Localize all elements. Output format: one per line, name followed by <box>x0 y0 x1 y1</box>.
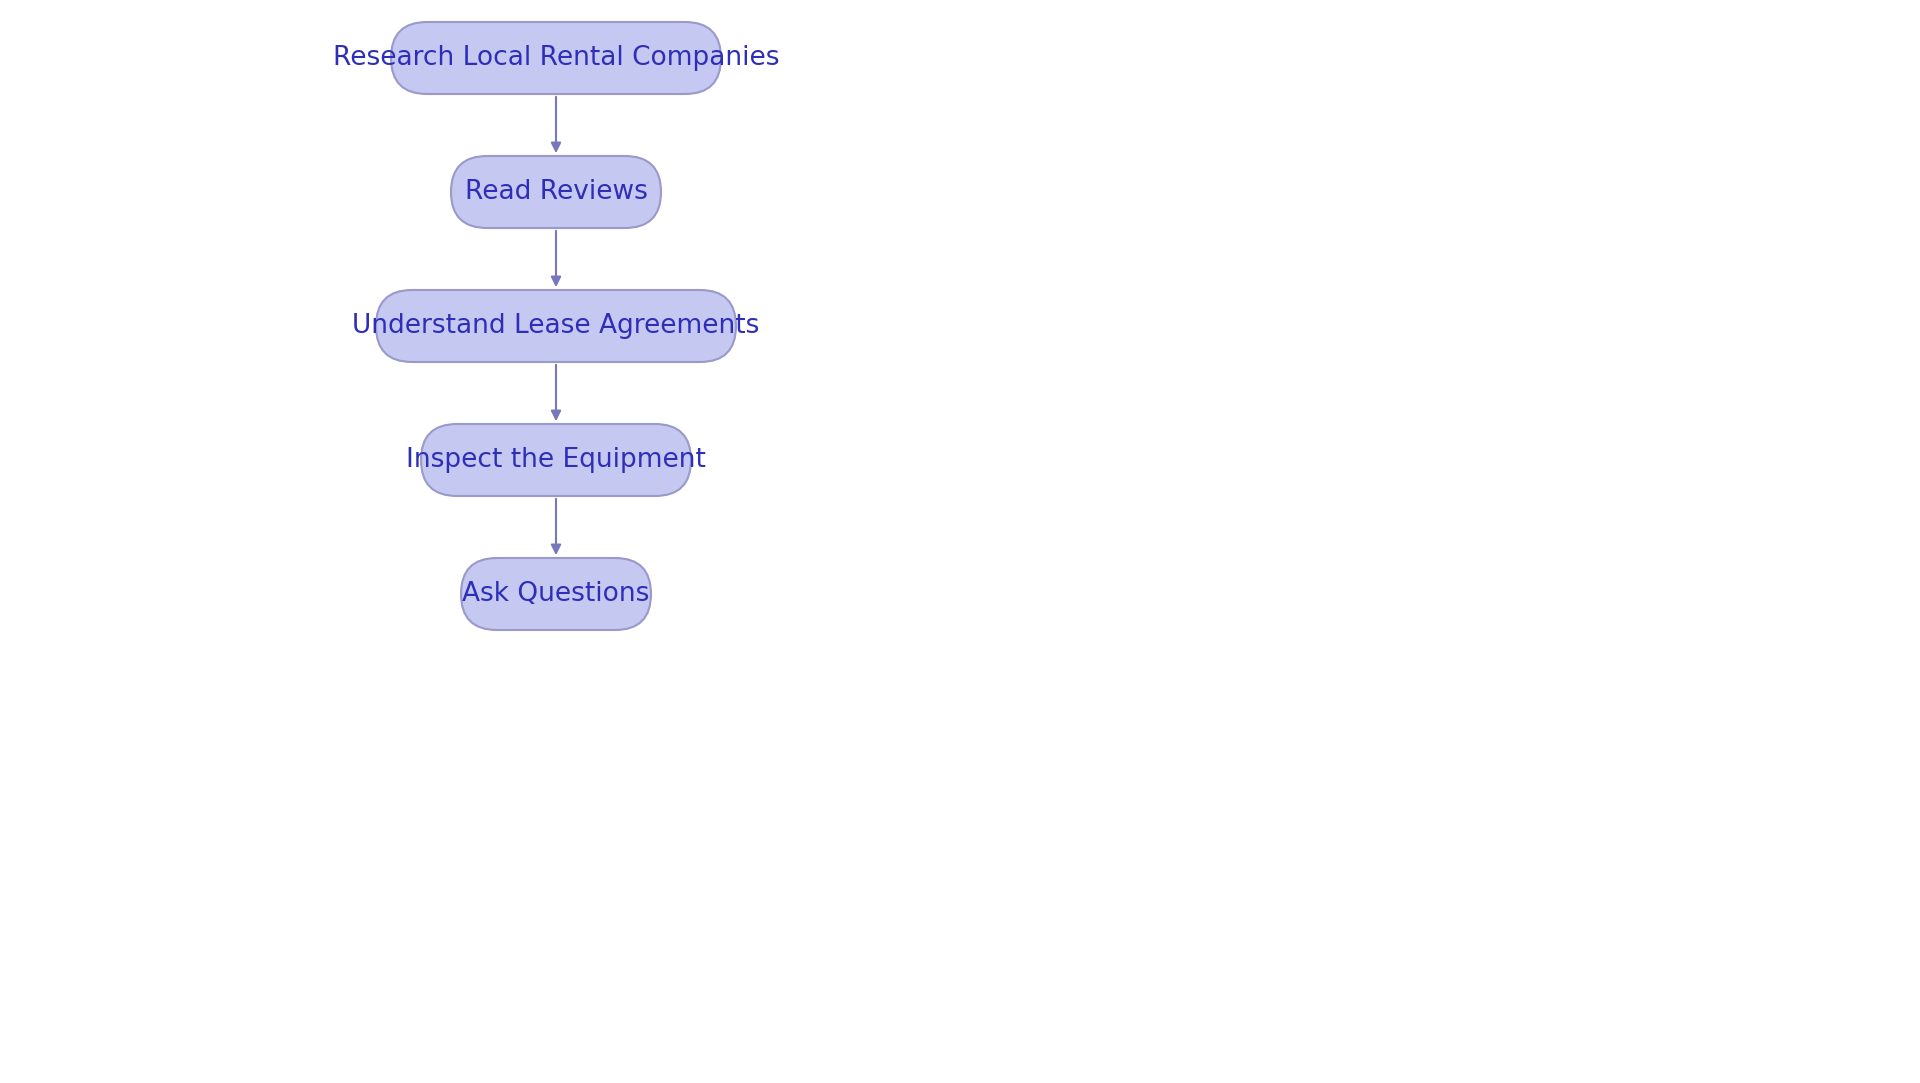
FancyBboxPatch shape <box>376 290 735 362</box>
FancyBboxPatch shape <box>451 156 660 229</box>
FancyBboxPatch shape <box>461 558 651 630</box>
FancyBboxPatch shape <box>420 425 691 496</box>
Text: Inspect the Equipment: Inspect the Equipment <box>405 447 707 473</box>
Text: Read Reviews: Read Reviews <box>465 179 647 205</box>
Text: Understand Lease Agreements: Understand Lease Agreements <box>351 313 760 339</box>
Text: Research Local Rental Companies: Research Local Rental Companies <box>332 45 780 71</box>
FancyBboxPatch shape <box>392 22 722 94</box>
Text: Ask Questions: Ask Questions <box>463 580 649 606</box>
